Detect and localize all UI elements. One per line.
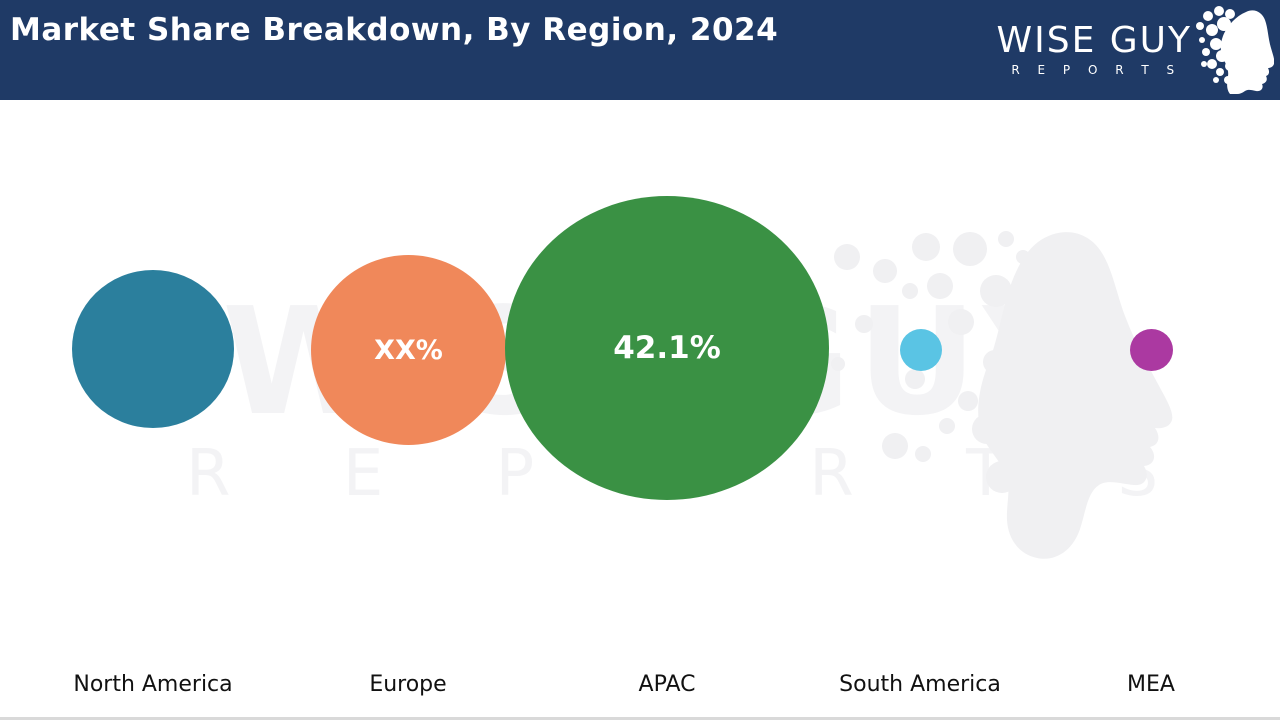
logo-text: WISE GUY R E P O R T S xyxy=(996,20,1193,78)
category-label-apac: APAC xyxy=(638,672,696,697)
bubble-apac: 42.1% xyxy=(505,196,829,500)
category-label-south-america: South America xyxy=(839,672,1001,697)
bubble-europe: XX% xyxy=(311,255,506,445)
category-label-mea: MEA xyxy=(1127,672,1175,697)
bottom-divider xyxy=(0,717,1280,720)
bubble-value-apac: 42.1% xyxy=(613,330,721,366)
logo-tagline: R E P O R T S xyxy=(1011,63,1182,77)
bubble-south-america xyxy=(900,329,942,371)
page-title: Market Share Breakdown, By Region, 2024 xyxy=(10,12,779,48)
header-banner: Market Share Breakdown, By Region, 2024 … xyxy=(0,0,1280,100)
bubble-mea xyxy=(1130,329,1173,371)
wise-guy-logo: WISE GUY R E P O R T S xyxy=(996,6,1274,94)
bubble-north-america xyxy=(72,270,234,428)
watermark-head-icon xyxy=(831,231,1173,559)
bubble-value-europe: XX% xyxy=(374,334,443,366)
category-label-north-america: North America xyxy=(73,672,233,697)
logo-head-icon xyxy=(1196,6,1274,94)
logo-name: WISE GUY xyxy=(996,20,1192,61)
category-label-europe: Europe xyxy=(369,672,447,697)
